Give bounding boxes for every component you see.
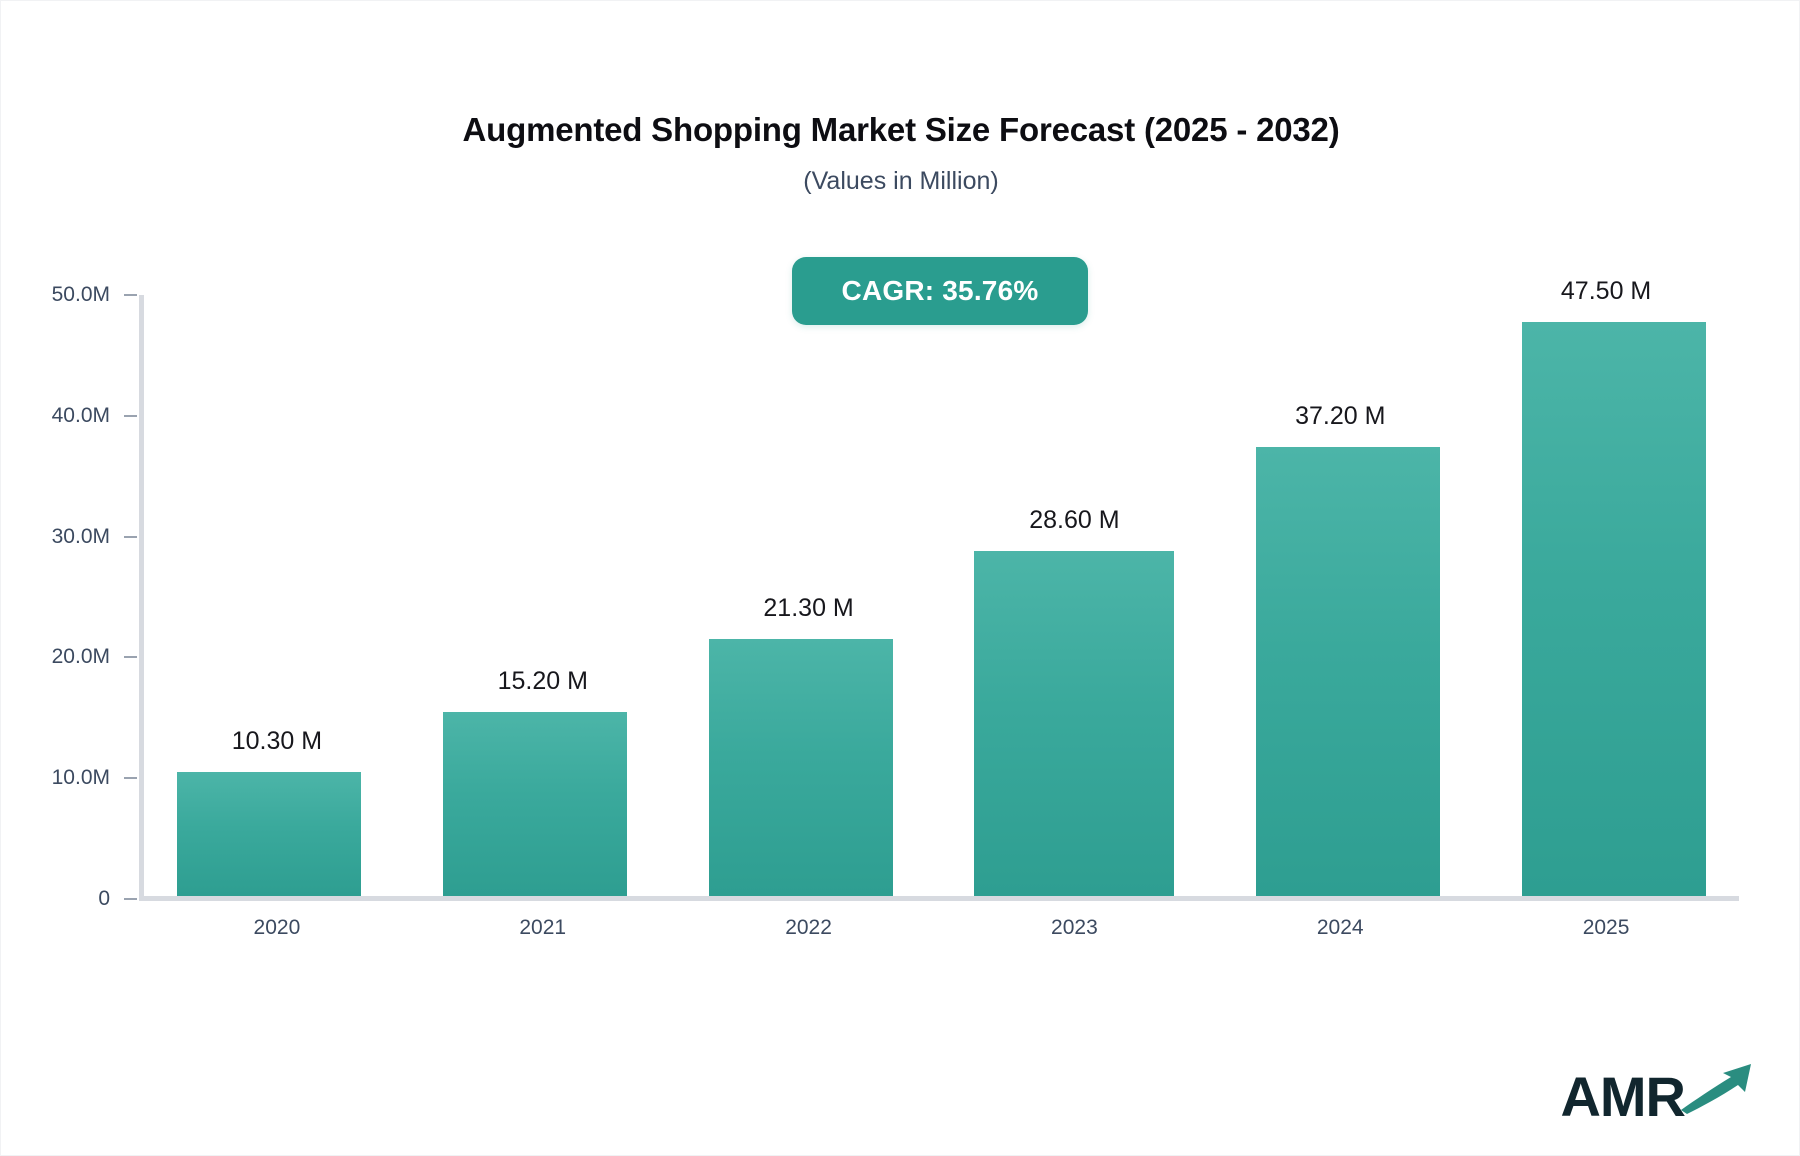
bar-value-label: 28.60 M [1029, 505, 1120, 534]
bar-face [974, 550, 1175, 896]
bar-group: 15.20 M [442, 284, 643, 896]
bar-value-label: 15.20 M [497, 667, 588, 696]
y-axis-tick-mark [124, 535, 137, 538]
bars-layer: 10.30 M 15.20 M 21.30 M 28.60 M 37.20 M 47.50… [144, 277, 1739, 899]
y-axis-tick-mark [124, 656, 137, 659]
bar-face [442, 712, 627, 896]
bar-value-label: 47.50 M [1560, 277, 1652, 306]
x-axis-tick-label: 2023 [1051, 916, 1098, 939]
x-axis-tick-label: 2022 [785, 916, 832, 939]
y-axis-tick-label: 0 [98, 887, 110, 910]
bar[interactable] [176, 771, 377, 896]
bar[interactable] [974, 550, 1175, 896]
y-axis-tick-mark [124, 898, 137, 900]
x-axis-line [139, 896, 1739, 901]
bar-value-label: 10.30 M [231, 726, 323, 755]
bar[interactable] [1506, 322, 1707, 896]
bar-face [1522, 322, 1707, 896]
bar[interactable] [708, 638, 909, 896]
bar-group: 47.50 M [1506, 277, 1707, 896]
y-axis-tick: 10.0M [1, 766, 137, 790]
x-axis-labels: 2020 2021 2022 2023 2024 2025 [144, 916, 1739, 956]
cagr-badge-label: CAGR: 35.76% [841, 275, 1039, 306]
bar-face [176, 771, 361, 896]
bar-group: 37.20 M [1240, 284, 1441, 896]
y-axis-tick-label: 30.0M [51, 524, 110, 548]
x-axis-tick-label: 2020 [253, 916, 301, 939]
y-axis-tick: 40.0M [1, 403, 137, 427]
page-title: Augmented Shopping Market Size Forecast … [462, 111, 1340, 148]
plot-area: 0 10.0M 20.0M 30.0M 40.0M 50.0M 10.30 M 15.20 … [52, 277, 1739, 910]
y-axis-tick-label: 10.0M [51, 766, 110, 790]
y-axis-tick: 0 [1, 887, 137, 910]
y-axis-tick-label: 40.0M [51, 403, 110, 427]
x-axis-tick-label: 2025 [1582, 916, 1630, 939]
bar-face [708, 638, 893, 896]
cagr-badge: CAGR: 35.76% [792, 257, 1088, 325]
y-axis-tick: 30.0M [1, 524, 137, 548]
trending-up-arrow-icon [1679, 1060, 1757, 1121]
y-axis-tick-mark [124, 414, 137, 417]
y-axis-tick: 20.0M [1, 645, 137, 669]
x-axis-tick-label: 2021 [519, 916, 567, 939]
chart-subtitle: (Values in Million) [803, 167, 999, 196]
y-axis-tick-label: 20.0M [51, 645, 110, 669]
bar-face [1256, 446, 1441, 896]
bar-group: 28.60 M [974, 284, 1175, 896]
bar-value-label: 37.20 M [1295, 401, 1386, 430]
bar-value-label: 21.30 M [763, 593, 854, 622]
y-axis-tick-label: 50.0M [51, 283, 110, 306]
amr-logo-text: AMR [1560, 1065, 1686, 1128]
y-axis-tick-mark [124, 777, 137, 780]
amr-logo: AMR [1560, 1045, 1757, 1125]
y-axis-line [139, 295, 144, 899]
bar-group: 10.30 M [176, 284, 377, 896]
bar-group: 21.30 M [708, 284, 909, 896]
bar[interactable] [442, 712, 643, 896]
y-axis-tick-mark [124, 294, 137, 296]
title-block: Augmented Shopping Market Size Forecast … [1, 109, 1799, 198]
y-axis-tick: 50.0M [1, 283, 137, 306]
bar[interactable] [1240, 446, 1441, 896]
x-axis-tick-label: 2024 [1316, 916, 1364, 939]
